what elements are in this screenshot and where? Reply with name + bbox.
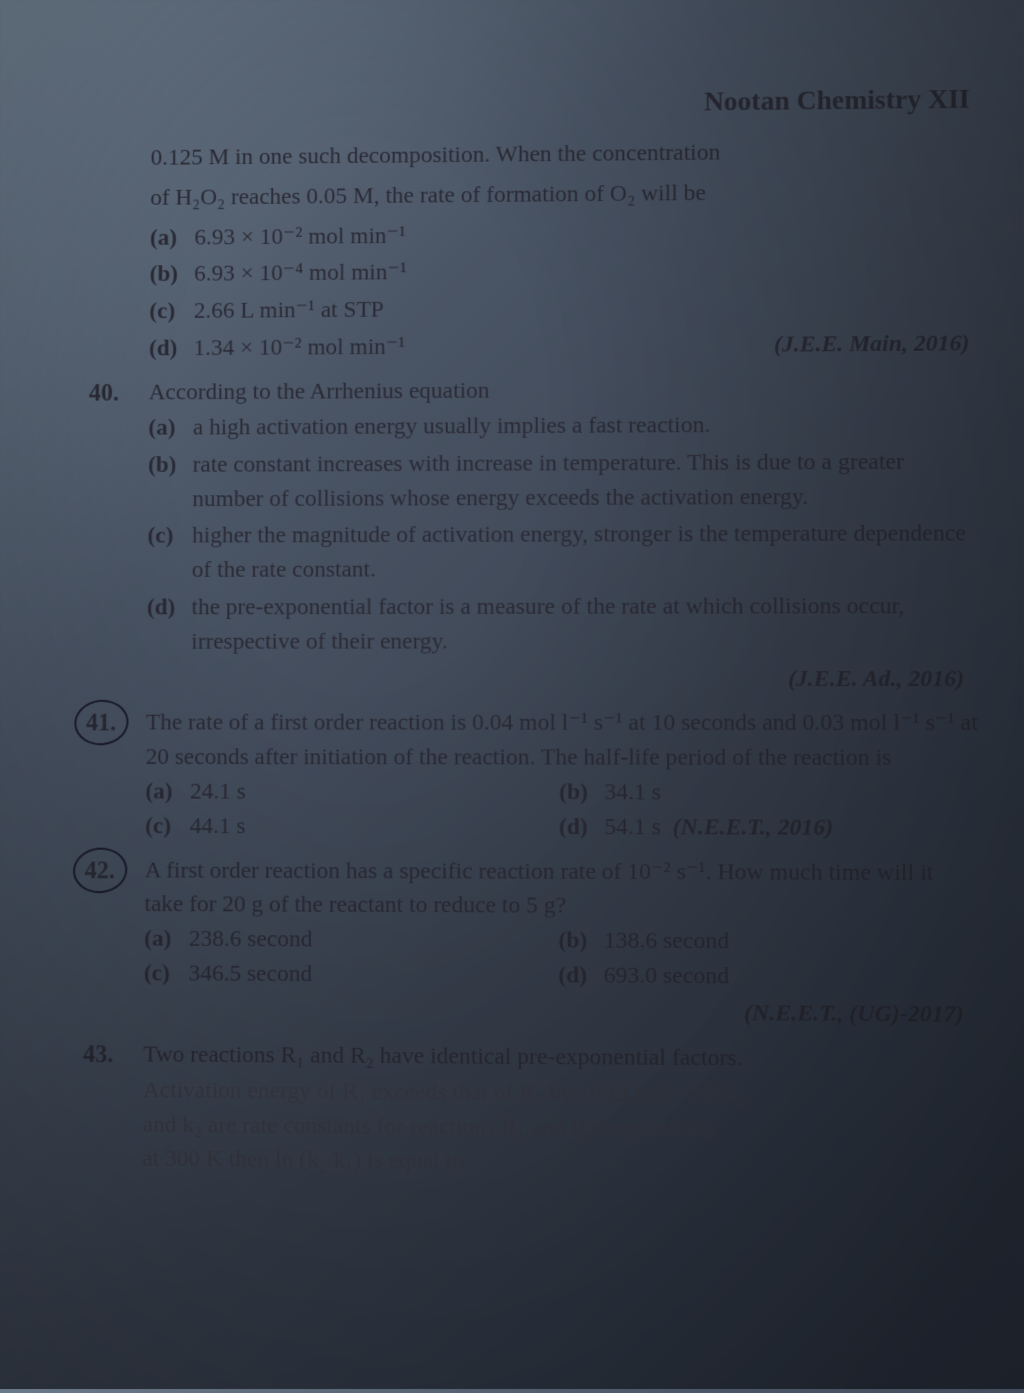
option-label: (a) [145,775,190,809]
option-label: (c) [145,809,190,843]
q39-option-c: (c) 2.66 L min⁻¹ at STP [149,289,979,329]
q41-text: The rate of a first order reaction is 0.… [146,706,980,776]
question-39-continued: 0.125 M in one such decomposition. When … [89,133,980,366]
q41-source: (N.E.E.T., 2016) [673,810,833,845]
option-text: 138.6 second [604,924,729,959]
q42-options-row2: (c) 346.5 second (d) 693.0 second [84,956,979,995]
q42-number: 42. [84,853,144,889]
q42-option-c: (c) 346.5 second [144,956,559,993]
option-text: 6.93 × 10⁻² mol min⁻¹ [194,214,979,255]
q41-option-c: (c) 44.1 s [145,809,559,844]
option-label: (c) [147,519,192,587]
option-label: (b) [148,448,193,516]
q42-text: A first order reaction has a specific re… [144,853,979,925]
option-label: (a) [150,221,195,255]
book-header: Nootan Chemistry XII [91,84,979,125]
option-text: 44.1 s [190,809,246,844]
q39-intro-1: 0.125 M in one such decomposition. When … [91,133,980,176]
option-label: (b) [558,924,604,959]
q40-option-d: (d) the pre-exponential factor is a meas… [146,589,979,659]
option-text: 693.0 second [604,959,729,994]
q42-option-d: (d) 693.0 second [558,958,979,995]
q40-option-b: (b) rate constant increases with increas… [148,445,980,517]
option-text: 54.1 s [604,810,661,845]
q41-option-b: (b) 34.1 s [559,775,979,810]
option-text: higher the magnitude of activation energ… [192,517,980,588]
q41-option-a: (a) 24.1 s [145,775,559,810]
question-40: 40. According to the Arrhenius equation … [86,371,979,696]
q42-source: (N.E.E.T., (UG)-2017) [83,993,978,1033]
option-label: (c) [144,956,189,991]
option-label: (b) [150,258,195,292]
q41-number: 41. [86,706,146,742]
q39-source: (J.E.E. Main, 2016) [774,327,980,363]
option-label: (d) [558,958,604,993]
q39-intro-2: of H₂O₂ reaches 0.05 M, the rate of form… [90,174,979,216]
option-text: 1.34 × 10⁻² mol min⁻¹ [193,330,405,365]
q39-options: (a) 6.93 × 10⁻² mol min⁻¹ (b) 6.93 × 10⁻… [89,214,979,366]
option-label: (a) [144,922,189,957]
q40-text: According to the Arrhenius equation [149,371,980,410]
option-label: (c) [149,295,194,329]
option-text: 238.6 second [189,922,313,957]
q41-options-row1: (a) 24.1 s (b) 34.1 s [85,775,979,811]
q40-option-c: (c) higher the magnitude of activation e… [147,517,979,588]
q43-text-1: Two reactions R₁ and R₂ have identical p… [143,1037,979,1077]
option-text: rate constant increases with increase in… [192,445,979,517]
option-label: (d) [146,591,191,660]
q42-options-row1: (a) 238.6 second (b) 138.6 second [84,922,979,961]
q39-option-b: (b) 6.93 × 10⁻⁴ mol min⁻¹ [150,252,980,292]
question-42: 42. A first order reaction has a specifi… [83,853,979,1032]
option-text: 24.1 s [190,775,246,809]
q43-text-4: at 300 K then ln (k₂/k₁) is equal to [82,1142,979,1184]
q43-number: 43. [83,1037,144,1073]
q40-options: (a) a high activation energy usually imp… [87,407,980,659]
q42-option-a: (a) 238.6 second [144,922,558,958]
option-label: (a) [148,411,193,445]
option-text: the pre-exponential factor is a measure … [191,589,979,659]
q40-option-a: (a) a high activation energy usually imp… [148,407,979,445]
q42-option-b: (b) 138.6 second [558,924,978,961]
option-text: 6.93 × 10⁻⁴ mol min⁻¹ [194,252,980,292]
option-text: 346.5 second [188,957,312,992]
q40-number: 40. [89,376,149,412]
question-41: 41. The rate of a first order reaction i… [85,706,979,845]
option-label: (b) [559,775,604,810]
q41-options-row2: (c) 44.1 s (d) 54.1 s (N.E.E.T., 2016) [85,809,979,846]
option-text: 34.1 s [604,775,661,810]
textbook-page: Nootan Chemistry XII 0.125 M in one such… [12,4,1024,1393]
option-text: 2.66 L min⁻¹ at STP [194,289,980,329]
q41-option-d: (d) 54.1 s (N.E.E.T., 2016) [559,810,979,846]
option-label: (d) [149,332,194,366]
option-label: (d) [559,810,604,845]
q40-source: (J.E.E. Ad., 2016) [86,662,979,697]
q39-option-a: (a) 6.93 × 10⁻² mol min⁻¹ [150,214,980,255]
option-text: a high activation energy usually implies… [193,407,980,445]
q39-option-d: (d) 1.34 × 10⁻² mol min⁻¹ (J.E.E. Main, … [149,327,980,366]
question-43: 43. Two reactions R₁ and R₂ have identic… [82,1037,979,1184]
